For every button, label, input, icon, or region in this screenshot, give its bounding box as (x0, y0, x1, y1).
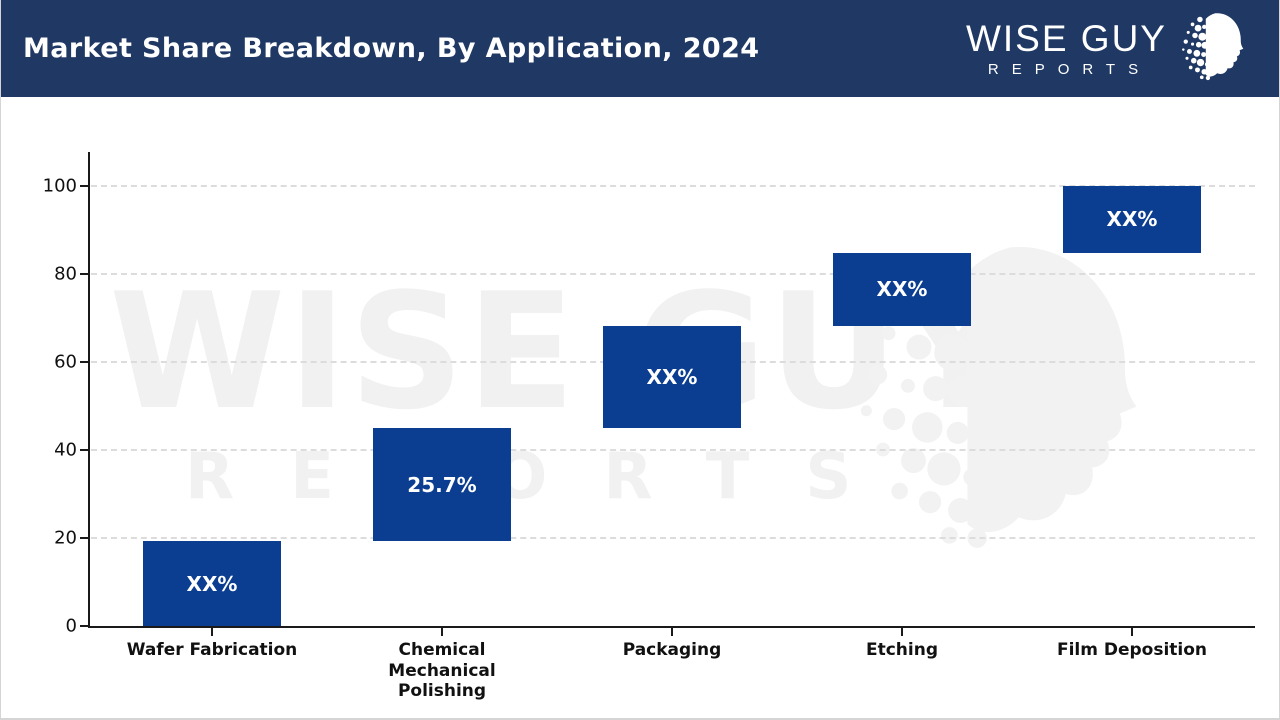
x-tick-mark (1131, 628, 1133, 636)
bar: XX% (833, 252, 971, 326)
bar-value-label: XX% (876, 277, 928, 302)
x-tick-label-line: Film Deposition (1056, 640, 1208, 660)
y-gridline (91, 185, 1255, 187)
bar-value-label: XX% (1106, 207, 1158, 232)
x-tick-label-line: Packaging (622, 640, 722, 660)
bar-value-label: 25.7% (407, 472, 477, 497)
header: Market Share Breakdown, By Application, … (1, 0, 1279, 97)
logo-wordmark: WISE GUY (965, 18, 1167, 59)
x-tick-mark (671, 628, 673, 636)
watermark-subtitle: REPORTS (185, 440, 908, 514)
y-tick-mark (80, 449, 89, 451)
wiseguy-logo: WISE GUY REPORTS (966, 9, 1259, 89)
y-tick-mark (80, 361, 89, 363)
x-axis (88, 626, 1255, 628)
bar: XX% (603, 325, 741, 428)
bar-value-label: XX% (646, 364, 698, 389)
y-tick-label: 0 (65, 615, 77, 637)
x-tick-label-line: Chemical (398, 640, 486, 660)
x-tick-label: Etching (807, 640, 997, 661)
logo-text: WISE GUY REPORTS (966, 20, 1167, 77)
y-tick-label: 40 (54, 439, 77, 461)
x-tick-label-line: Etching (865, 640, 939, 660)
y-gridline (91, 449, 1255, 451)
x-tick-label: Chemical Mechanical Polishing (347, 640, 537, 702)
y-tick-mark (80, 625, 89, 627)
y-tick-label: 80 (54, 263, 77, 285)
bar: 25.7% (373, 428, 511, 542)
y-tick-mark (80, 537, 89, 539)
x-tick-label: Wafer Fabrication (117, 640, 307, 661)
logo-subtitle: REPORTS (987, 61, 1152, 78)
x-tick-label: Packaging (577, 640, 767, 661)
y-tick-label: 20 (54, 527, 77, 549)
bar: XX% (143, 541, 281, 626)
y-tick-label: 100 (42, 175, 77, 197)
y-tick-label: 60 (54, 351, 77, 373)
y-gridline (91, 273, 1255, 275)
y-axis (88, 152, 90, 628)
y-tick-mark (80, 273, 89, 275)
bar: XX% (1063, 186, 1201, 253)
page-title: Market Share Breakdown, By Application, … (23, 33, 760, 64)
x-tick-mark (901, 628, 903, 636)
x-tick-label-line: Polishing (397, 681, 487, 702)
x-tick-label-line: Wafer Fabrication (126, 640, 298, 660)
bar-value-label: XX% (186, 571, 238, 596)
x-tick-label-line: Mechanical (388, 660, 496, 681)
wiseguy-face-icon (1171, 9, 1259, 89)
x-tick-label: Film Deposition (1037, 640, 1227, 661)
x-tick-mark (211, 628, 213, 636)
y-gridline (91, 537, 1255, 539)
y-tick-mark (80, 185, 89, 187)
x-tick-mark (441, 628, 443, 636)
